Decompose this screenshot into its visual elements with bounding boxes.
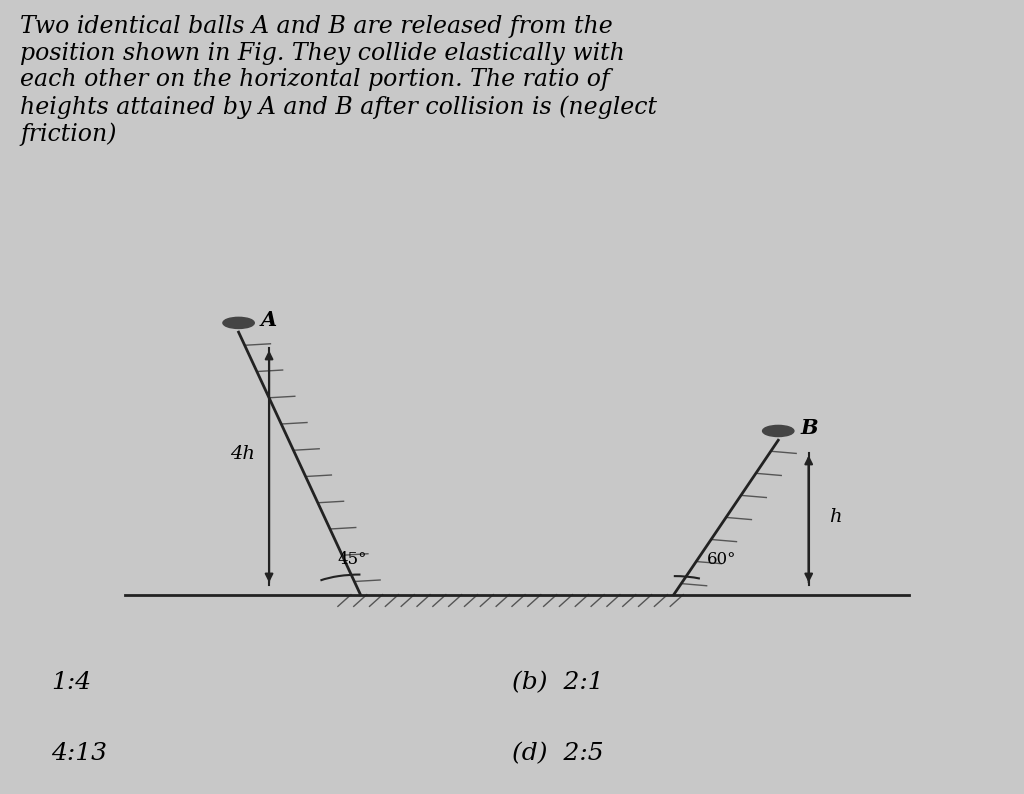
- Text: 60°: 60°: [707, 550, 736, 568]
- Text: 45°: 45°: [337, 550, 367, 568]
- Text: A: A: [260, 310, 276, 330]
- Text: 4:13: 4:13: [51, 742, 108, 765]
- Text: 4h: 4h: [230, 445, 255, 463]
- Text: Two identical balls A and B are released from the
position shown in Fig. They co: Two identical balls A and B are released…: [20, 15, 657, 146]
- Text: h: h: [828, 508, 841, 526]
- Text: (b)  2:1: (b) 2:1: [512, 671, 603, 694]
- Circle shape: [223, 318, 254, 329]
- Text: (d)  2:5: (d) 2:5: [512, 742, 603, 765]
- Text: B: B: [800, 418, 817, 437]
- Circle shape: [763, 426, 794, 437]
- Text: 1:4: 1:4: [51, 671, 91, 694]
